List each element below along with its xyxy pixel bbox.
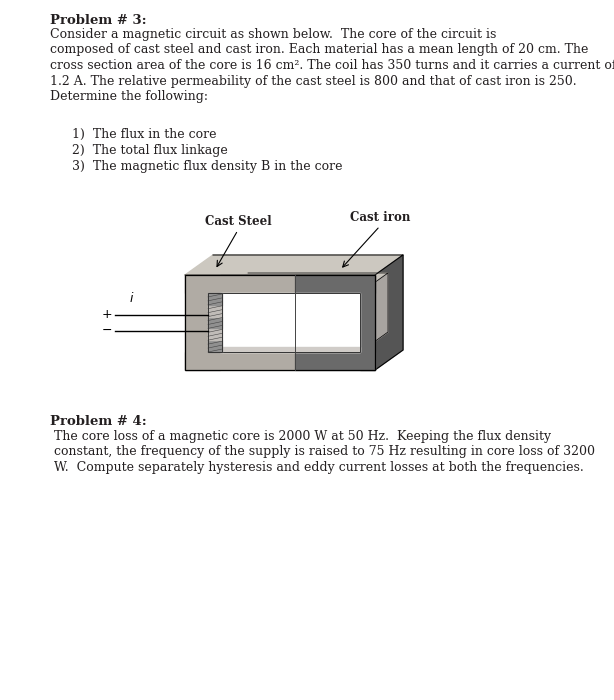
Bar [185,275,375,370]
Text: i: i [130,291,133,304]
Bar [185,275,220,370]
Bar [208,316,222,328]
Text: −: − [101,324,112,337]
Bar [220,347,360,352]
Text: constant, the frequency of the supply is raised to 75 Hz resulting in core loss : constant, the frequency of the supply is… [50,445,595,458]
Text: Problem # 4:: Problem # 4: [50,415,147,428]
Bar [360,275,375,370]
Text: cross section area of the core is 16 cm². The coil has 350 turns and it carries : cross section area of the core is 16 cm²… [50,59,614,72]
Text: 3)  The magnetic flux density B in the core: 3) The magnetic flux density B in the co… [72,160,343,173]
Polygon shape [360,273,388,352]
Text: Consider a magnetic circuit as shown below.  The core of the circuit is: Consider a magnetic circuit as shown bel… [50,28,496,41]
Text: The core loss of a magnetic core is 2000 W at 50 Hz.  Keeping the flux density: The core loss of a magnetic core is 2000… [50,430,551,443]
Bar [208,293,222,352]
Bar [208,328,222,340]
Bar [295,352,375,370]
Bar [208,293,222,304]
Text: Cast Steel: Cast Steel [204,215,271,228]
Bar [185,275,295,293]
Polygon shape [220,273,388,293]
Text: 1)  The flux in the core: 1) The flux in the core [72,128,217,141]
Bar [295,275,375,293]
Text: W.  Compute separately hysteresis and eddy current losses at both the frequencie: W. Compute separately hysteresis and edd… [50,461,584,474]
Bar [208,304,222,316]
Text: 1.2 A. The relative permeability of the cast steel is 800 and that of cast iron : 1.2 A. The relative permeability of the … [50,74,577,88]
Text: +: + [101,308,112,321]
Text: Determine the following:: Determine the following: [50,90,208,103]
Text: composed of cast steel and cast iron. Each material has a mean length of 20 cm. : composed of cast steel and cast iron. Ea… [50,43,588,57]
Polygon shape [375,255,403,370]
Bar [220,293,360,352]
Text: Problem # 3:: Problem # 3: [50,14,147,27]
Bar [220,293,360,352]
Text: 2)  The total flux linkage: 2) The total flux linkage [72,144,228,157]
Polygon shape [185,255,403,275]
Bar [185,352,295,370]
Text: Cast iron: Cast iron [350,211,410,224]
Bar [208,340,222,352]
